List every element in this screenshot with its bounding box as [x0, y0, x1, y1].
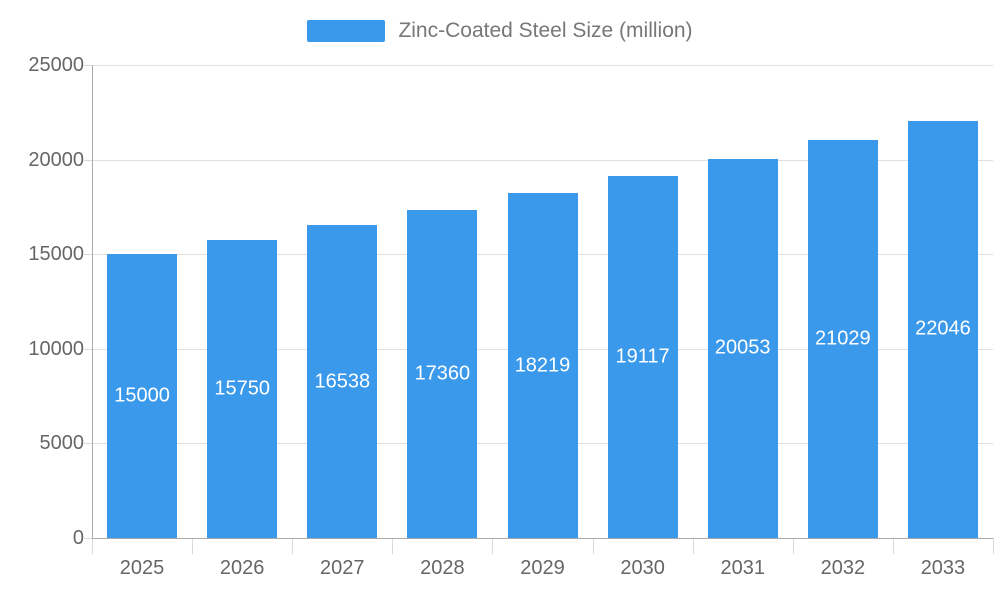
- y-axis-tick-label: 15000: [28, 243, 84, 266]
- legend-item[interactable]: Zinc-Coated Steel Size (million): [0, 20, 1000, 42]
- x-axis-tick: [392, 538, 394, 554]
- x-axis-tick-label: 2029: [520, 557, 565, 579]
- y-axis-tick: [84, 348, 92, 350]
- y-axis-tick-label: 0: [72, 527, 84, 549]
- bar: 18219: [507, 193, 578, 538]
- bar: 15000: [107, 254, 178, 538]
- x-axis-tick-label: 2032: [820, 557, 866, 579]
- y-axis-tick-label: 20000: [28, 148, 84, 171]
- x-axis-tick-label: 2026: [219, 557, 265, 579]
- bar-value-label: 17360: [414, 362, 471, 385]
- bar-value-label: 18219: [514, 354, 571, 377]
- gridline: [92, 65, 993, 66]
- bar: 17360: [407, 209, 478, 538]
- y-axis-tick: [84, 443, 92, 445]
- legend-label: Zinc-Coated Steel Size (million): [398, 19, 693, 42]
- bar: 20053: [707, 158, 778, 538]
- y-axis-tick: [84, 254, 92, 256]
- x-axis-tick: [692, 538, 694, 554]
- y-axis-tick-label: 10000: [28, 337, 84, 360]
- x-axis-tick: [192, 538, 194, 554]
- bar: 16538: [307, 225, 378, 538]
- bar-value-label: 15000: [114, 384, 170, 407]
- y-axis-tick-label: 5000: [39, 432, 85, 455]
- x-axis-line: [92, 538, 993, 539]
- bar-value-label: 21029: [815, 327, 871, 350]
- x-axis-tick: [92, 538, 93, 554]
- y-axis-tick: [84, 538, 92, 539]
- bar-value-label: 16538: [314, 370, 371, 393]
- x-axis-tick: [492, 538, 494, 554]
- y-axis-tick-label: 25000: [28, 54, 84, 76]
- gridline: [92, 159, 993, 161]
- x-axis-tick-label: 2028: [420, 557, 465, 579]
- bar-value-label: 22046: [915, 317, 971, 340]
- x-axis-tick: [993, 538, 994, 554]
- bar-value-label: 20053: [714, 336, 771, 359]
- x-axis-tick-label: 2031: [720, 557, 765, 579]
- legend-swatch-icon: [307, 20, 386, 42]
- y-axis-line: [92, 65, 93, 538]
- plot-area: 15000 15750 16538 17360 18219 19117 20053 21029…: [92, 65, 993, 539]
- x-axis-tick-label: 2025: [119, 557, 165, 579]
- x-axis-tick: [592, 538, 594, 554]
- x-axis-tick: [892, 538, 894, 554]
- bar-value-label: 15750: [214, 377, 270, 400]
- bar: 19117: [607, 176, 678, 538]
- x-axis-tick: [792, 538, 794, 554]
- bar: 15750: [207, 240, 278, 538]
- x-axis-tick-label: 2033: [920, 557, 966, 579]
- y-axis-tick: [84, 159, 92, 161]
- bar: 22046: [907, 120, 978, 538]
- x-axis-tick-label: 2030: [620, 557, 665, 579]
- bar-value-label: 19117: [615, 345, 670, 368]
- x-axis-tick-label: 2027: [320, 557, 365, 579]
- bar: 21029: [807, 140, 878, 538]
- x-axis-tick: [292, 538, 294, 554]
- y-axis-tick: [84, 65, 92, 66]
